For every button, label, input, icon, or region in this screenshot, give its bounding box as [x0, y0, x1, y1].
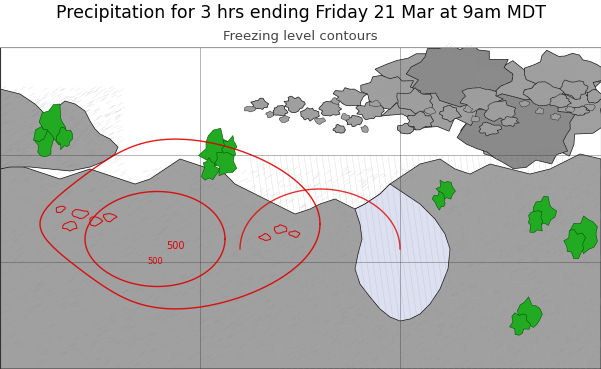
Polygon shape	[34, 126, 47, 142]
Polygon shape	[201, 158, 220, 180]
Polygon shape	[520, 101, 529, 107]
Polygon shape	[279, 115, 290, 123]
Polygon shape	[331, 97, 340, 104]
Polygon shape	[0, 89, 118, 171]
Polygon shape	[564, 229, 585, 259]
Polygon shape	[198, 128, 230, 167]
Polygon shape	[484, 100, 516, 121]
Polygon shape	[479, 122, 502, 136]
Polygon shape	[245, 106, 256, 112]
Polygon shape	[56, 128, 73, 150]
Polygon shape	[273, 106, 288, 116]
Polygon shape	[406, 43, 513, 107]
Polygon shape	[284, 96, 305, 113]
Polygon shape	[587, 90, 601, 103]
Polygon shape	[333, 124, 346, 133]
Polygon shape	[39, 104, 67, 145]
Polygon shape	[436, 180, 456, 200]
Polygon shape	[570, 106, 590, 115]
Polygon shape	[222, 135, 237, 155]
Polygon shape	[346, 115, 362, 127]
Text: Freezing level contours: Freezing level contours	[223, 30, 378, 43]
Polygon shape	[584, 104, 596, 111]
Polygon shape	[397, 88, 433, 114]
Text: 500: 500	[166, 241, 185, 251]
Polygon shape	[566, 106, 575, 112]
Polygon shape	[424, 107, 435, 114]
Polygon shape	[314, 118, 326, 124]
Polygon shape	[460, 61, 601, 158]
Polygon shape	[460, 88, 504, 112]
Polygon shape	[464, 106, 473, 113]
Text: Precipitation for 3 hrs ending Friday 21 Mar at 9am MDT: Precipitation for 3 hrs ending Friday 21…	[55, 4, 546, 22]
Polygon shape	[501, 117, 519, 127]
Polygon shape	[570, 216, 597, 254]
Polygon shape	[525, 50, 601, 99]
Text: 500: 500	[147, 257, 163, 266]
Polygon shape	[375, 48, 507, 131]
Polygon shape	[407, 111, 434, 130]
Polygon shape	[333, 88, 367, 106]
Polygon shape	[319, 101, 341, 116]
Polygon shape	[550, 94, 572, 108]
Polygon shape	[551, 113, 561, 120]
Polygon shape	[517, 297, 542, 329]
Polygon shape	[0, 154, 601, 369]
Polygon shape	[560, 80, 588, 99]
Polygon shape	[35, 130, 53, 157]
Polygon shape	[266, 111, 274, 118]
Polygon shape	[535, 108, 544, 114]
Polygon shape	[533, 196, 557, 226]
Polygon shape	[361, 125, 368, 132]
Polygon shape	[439, 105, 462, 122]
Polygon shape	[528, 211, 543, 232]
Polygon shape	[355, 184, 450, 321]
Polygon shape	[215, 146, 237, 176]
Polygon shape	[510, 313, 531, 335]
Polygon shape	[457, 94, 576, 169]
Polygon shape	[369, 101, 381, 107]
Polygon shape	[361, 75, 421, 109]
Polygon shape	[523, 82, 566, 106]
Polygon shape	[397, 123, 413, 134]
Polygon shape	[432, 192, 445, 210]
Polygon shape	[300, 108, 319, 121]
Polygon shape	[251, 98, 269, 109]
Polygon shape	[356, 101, 384, 120]
Polygon shape	[471, 115, 480, 122]
Polygon shape	[341, 113, 350, 120]
